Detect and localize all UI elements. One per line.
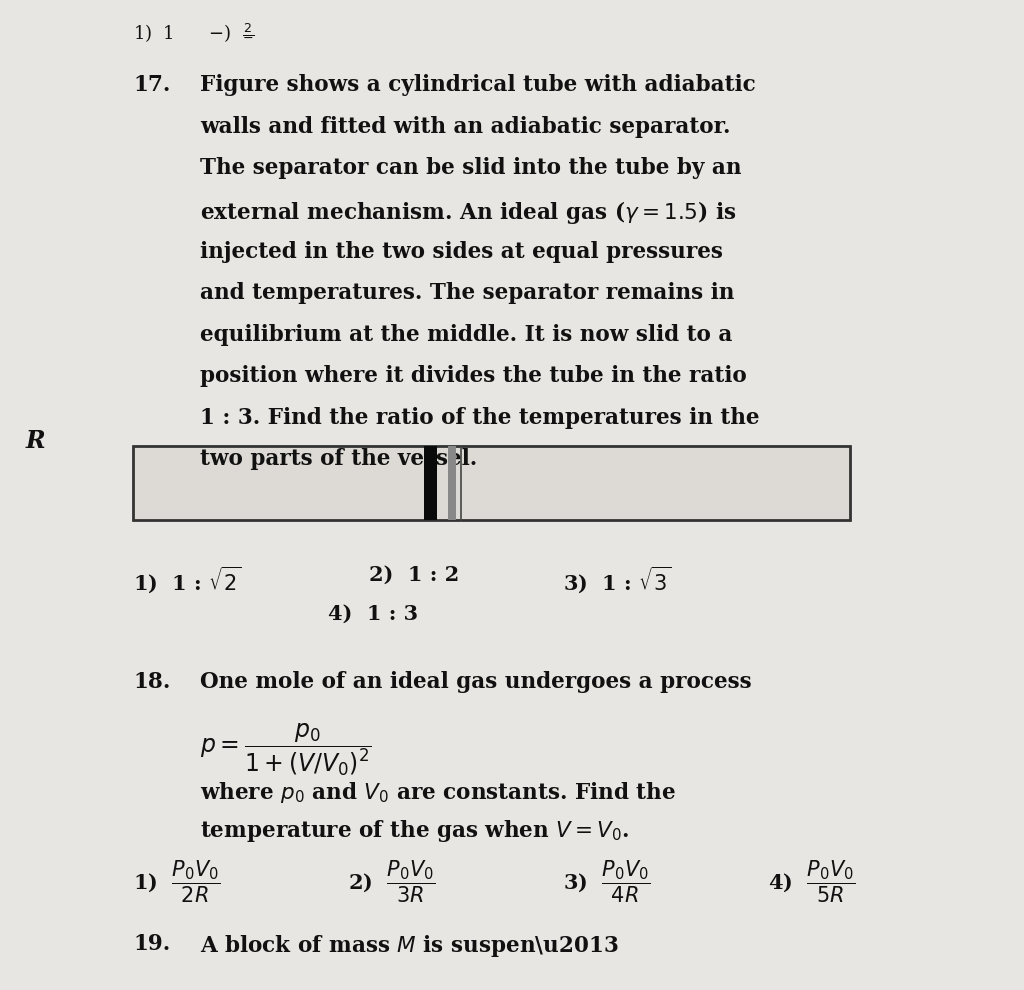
Text: 4)  $\dfrac{P_0 V_0}{5R}$: 4) $\dfrac{P_0 V_0}{5R}$	[768, 859, 856, 906]
Text: A block of mass $M$ is suspen\u2013: A block of mass $M$ is suspen\u2013	[200, 933, 618, 958]
Text: The separator can be slid into the tube by an: The separator can be slid into the tube …	[200, 157, 741, 179]
Text: 1 : 3. Find the ratio of the temperatures in the: 1 : 3. Find the ratio of the temperature…	[200, 407, 759, 429]
Text: temperature of the gas when $V = V_0$.: temperature of the gas when $V = V_0$.	[200, 818, 629, 843]
Bar	[449, 446, 457, 520]
Bar	[133, 446, 850, 520]
Text: where $p_0$ and $V_0$ are constants. Find the: where $p_0$ and $V_0$ are constants. Fin…	[200, 780, 676, 805]
Text: 17.: 17.	[133, 74, 170, 96]
Text: external mechanism. An ideal gas ($\gamma = 1.5$) is: external mechanism. An ideal gas ($\gamm…	[200, 199, 736, 226]
Text: 3)  1 : $\sqrt{3}$: 3) 1 : $\sqrt{3}$	[563, 564, 672, 595]
Text: 1)  1      $-$)  $\frac{2}{-}$: 1) 1 $-$) $\frac{2}{-}$	[133, 22, 255, 46]
Text: position where it divides the tube in the ratio: position where it divides the tube in th…	[200, 365, 746, 387]
Text: 2)  1 : 2: 2) 1 : 2	[369, 564, 459, 584]
Text: $p = \dfrac{p_0}{1+(V/V_0)^2}$: $p = \dfrac{p_0}{1+(V/V_0)^2}$	[200, 721, 371, 778]
Text: 4)  1 : 3: 4) 1 : 3	[328, 604, 418, 624]
Text: walls and fitted with an adiabatic separator.: walls and fitted with an adiabatic separ…	[200, 116, 730, 138]
Text: 19.: 19.	[133, 933, 170, 954]
Text: equilibrium at the middle. It is now slid to a: equilibrium at the middle. It is now sli…	[200, 324, 732, 346]
Text: injected in the two sides at equal pressures: injected in the two sides at equal press…	[200, 241, 723, 262]
Text: Figure shows a cylindrical tube with adiabatic: Figure shows a cylindrical tube with adi…	[200, 74, 756, 96]
Text: 1)  1 : $\sqrt{2}$: 1) 1 : $\sqrt{2}$	[133, 564, 242, 595]
Text: One mole of an ideal gas undergoes a process: One mole of an ideal gas undergoes a pro…	[200, 671, 752, 693]
Bar	[424, 446, 437, 520]
Text: 3)  $\dfrac{P_0 V_0}{4R}$: 3) $\dfrac{P_0 V_0}{4R}$	[563, 859, 651, 906]
Text: 18.: 18.	[133, 671, 170, 693]
Text: two parts of the vessel.: two parts of the vessel.	[200, 448, 477, 470]
Text: R: R	[26, 429, 45, 452]
Text: 2)  $\dfrac{P_0 V_0}{3R}$: 2) $\dfrac{P_0 V_0}{3R}$	[348, 859, 436, 906]
Text: 1)  $\dfrac{P_0 V_0}{2R}$: 1) $\dfrac{P_0 V_0}{2R}$	[133, 859, 221, 906]
Text: and temperatures. The separator remains in: and temperatures. The separator remains …	[200, 282, 734, 304]
